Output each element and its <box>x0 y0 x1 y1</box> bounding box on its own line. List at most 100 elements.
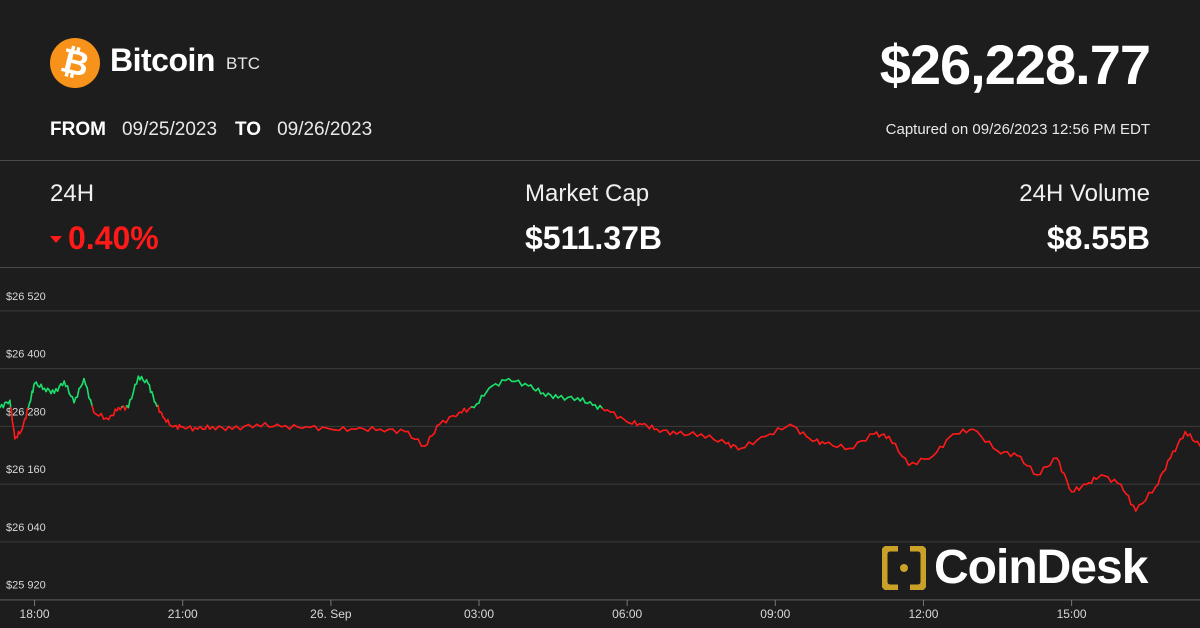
x-tick-label: 06:00 <box>612 607 642 621</box>
price-line-segment <box>455 411 461 418</box>
price-line-segment <box>958 428 964 435</box>
price-line-segment <box>679 430 686 437</box>
price-line-segment <box>1049 457 1055 466</box>
price-line-segment <box>130 391 135 400</box>
price-line-segment <box>152 394 156 403</box>
price-line-segment <box>712 438 719 443</box>
price-line-segment <box>816 438 821 446</box>
price-line-segment <box>1184 430 1189 437</box>
y-tick-label: $26 040 <box>6 522 46 534</box>
price-line-segment <box>25 408 28 420</box>
price-line-segment <box>633 420 638 427</box>
price-line-segment <box>10 410 14 423</box>
price-line-segment <box>9 399 12 409</box>
price-line-segment <box>665 429 671 436</box>
price-line-segment <box>1107 476 1112 483</box>
price-line-segment <box>112 408 117 417</box>
price-line-segment <box>284 424 291 430</box>
price-line-segment <box>1151 486 1157 494</box>
price-line-segment <box>883 433 888 440</box>
y-tick-label: $26 520 <box>6 291 46 303</box>
price-line-segment <box>83 377 87 386</box>
y-tick-label: $26 160 <box>6 464 46 476</box>
price-line-segment <box>980 435 986 443</box>
price-line-segment <box>1127 494 1132 506</box>
down-arrow-icon <box>50 236 62 243</box>
price-line-segment <box>132 383 136 394</box>
from-label: FROM <box>50 119 106 140</box>
x-tick-label: 09:00 <box>760 607 790 621</box>
price-line-segment <box>438 419 444 426</box>
price-line-segment <box>888 435 893 444</box>
price-line-segment <box>235 425 242 431</box>
price-line-segment <box>497 379 503 387</box>
price-line-segment <box>1189 433 1194 441</box>
price-line-segment <box>40 383 44 391</box>
price-line-segment <box>264 421 270 428</box>
price-line-segment <box>1135 504 1140 512</box>
price-line-segment <box>570 395 576 402</box>
price-line-segment <box>852 441 859 450</box>
price-line-segment <box>1039 466 1045 476</box>
price-line-segment <box>865 433 871 442</box>
price-line-segment <box>560 394 566 401</box>
price-line-segment <box>688 431 694 436</box>
price-line-segment <box>1019 455 1025 465</box>
price-line-segment <box>1090 476 1095 485</box>
price-line-segment <box>752 439 759 446</box>
market-cap-label: Market Cap <box>525 180 650 207</box>
price-line-segment <box>148 384 152 394</box>
price-line-segment <box>700 433 707 439</box>
price-line-segment <box>795 427 801 435</box>
price-line-segment <box>613 411 619 420</box>
price-line-segment <box>231 425 238 430</box>
from-date: 09/25/2023 <box>121 119 218 140</box>
bitcoin-icon: ₿ <box>50 38 100 88</box>
current-price: $26,228.77 <box>879 33 1151 96</box>
price-line-segment <box>22 418 26 425</box>
price-line-segment <box>721 438 727 445</box>
price-line-segment <box>167 418 171 426</box>
price-line-segment <box>692 431 698 438</box>
price-line-segment <box>897 451 903 458</box>
market-cap-value: $511.37B <box>525 220 663 256</box>
price-line-segment <box>288 423 295 430</box>
price-chart: $25 920 $26 040 $26 160 $26 280 $26 400 $26 5… <box>0 291 1200 621</box>
date-range: FROM 09/25/2023 TO 09/26/2023 <box>50 119 390 141</box>
price-line-segment <box>1120 483 1125 492</box>
price-line-segment <box>785 423 791 428</box>
price-line-segment <box>976 430 982 437</box>
to-label: TO <box>235 119 262 140</box>
price-line-segment <box>1164 459 1169 471</box>
captured-timestamp: Captured on 09/26/2023 12:56 PM EDT <box>885 121 1150 138</box>
price-line-segment <box>1029 465 1035 475</box>
price-line-segment <box>13 430 16 440</box>
price-line-segment <box>581 397 586 404</box>
price-line-segment <box>260 421 266 428</box>
price-line-segment <box>916 457 922 466</box>
price-line-segment <box>317 426 324 432</box>
price-line-segment <box>1157 475 1162 486</box>
price-line-segment <box>1006 451 1012 458</box>
price-line-segment <box>367 426 373 432</box>
price-line-segment <box>1065 479 1070 490</box>
volume-value: $8.55B <box>1046 220 1150 256</box>
price-line-segment <box>708 434 715 441</box>
price-line-segment <box>836 443 842 449</box>
price-line-segment <box>1174 443 1179 453</box>
price-line-segment <box>1176 438 1182 446</box>
price-line-segment <box>1063 472 1068 481</box>
price-line-segment <box>21 423 25 430</box>
coindesk-logo-icon <box>882 545 926 590</box>
price-line-segment <box>73 396 77 404</box>
price-line-segment <box>391 428 398 434</box>
price-line-segment <box>379 428 386 433</box>
price-line-segment <box>91 405 95 414</box>
price-line-segment <box>756 436 763 441</box>
coin-name: Bitcoin <box>110 42 215 78</box>
price-line-segment <box>992 447 999 452</box>
price-line-segment <box>342 426 349 432</box>
watermark-text: CoinDesk <box>934 541 1148 594</box>
divider <box>0 267 1200 268</box>
price-line-segment <box>2 401 6 409</box>
